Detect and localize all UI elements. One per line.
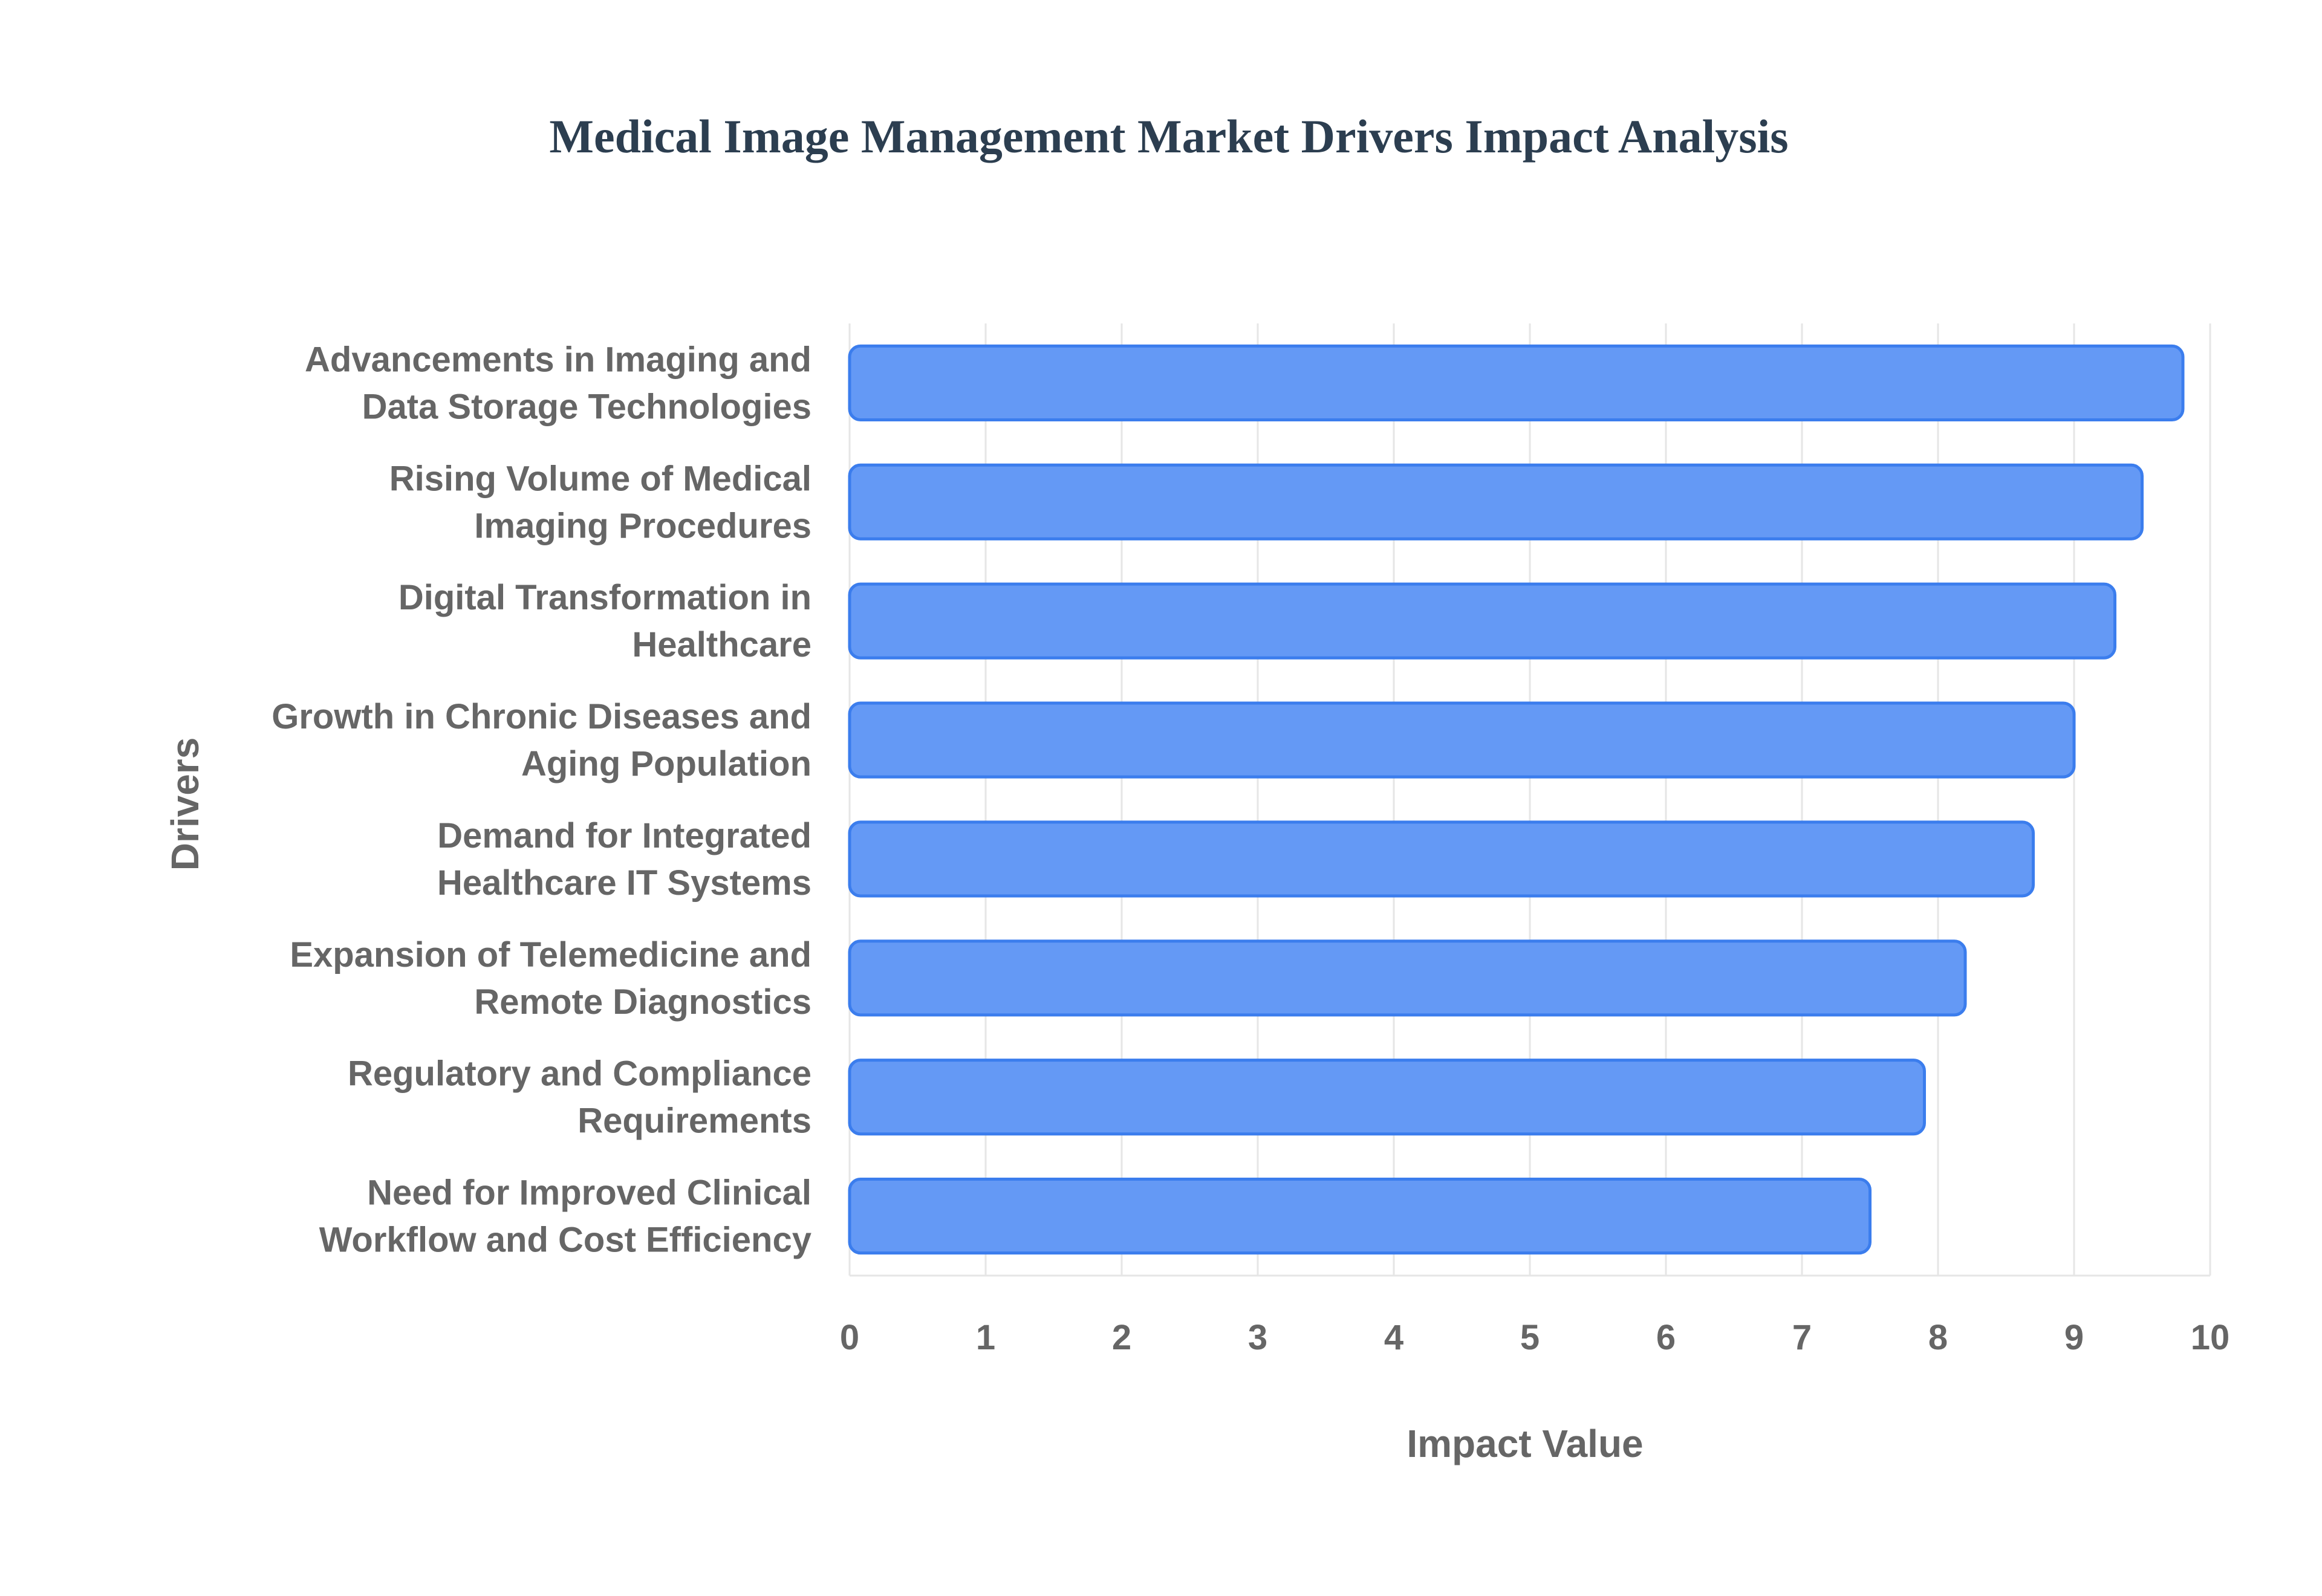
bar [848,1178,1872,1255]
x-tick-label: 1 [976,1318,995,1357]
category-label: Data Storage Technologies [362,387,811,426]
x-tick-label: 9 [2064,1318,2084,1357]
x-tick-label: 6 [1656,1318,1676,1357]
category-label: Healthcare [632,625,811,664]
bar [848,344,2185,421]
x-tick-label: 5 [1520,1318,1540,1357]
bar [848,939,1967,1017]
x-tick-label: 2 [1112,1318,1131,1357]
category-label: Workflow and Cost Efficiency [319,1221,811,1260]
x-tick-label: 8 [1928,1318,1948,1357]
category-label: Expansion of Telemedicine and [290,935,811,975]
x-tick-labels: 0 1 2 3 4 5 6 7 8 9 10 [840,1318,2229,1357]
x-tick-label: 10 [2191,1318,2230,1357]
bar [848,1059,1926,1136]
category-label: Demand for Integrated [437,816,811,855]
x-tick-label: 7 [1792,1318,1812,1357]
category-label: Requirements [577,1101,811,1141]
bars [848,344,2185,1255]
x-tick-label: 3 [1248,1318,1267,1357]
bar [848,463,2144,540]
chart-title: Medical Image Management Market Drivers … [549,110,1788,163]
y-axis-title: Drivers [163,738,207,871]
bar [848,820,2035,898]
category-label: Advancements in Imaging and [305,340,811,379]
category-label: Regulatory and Compliance [348,1054,811,1094]
category-label: Imaging Procedures [474,506,811,545]
category-labels: Advancements in Imaging and Data Storage … [272,340,811,1259]
bar [848,582,2116,660]
category-label: Growth in Chronic Diseases and [272,697,811,736]
x-axis-title: Impact Value [1407,1422,1643,1465]
category-label: Remote Diagnostics [474,982,811,1022]
category-label: Rising Volume of Medical [389,459,811,498]
category-label: Digital Transformation in [398,578,811,617]
bar [848,701,2076,779]
x-tick-label: 0 [840,1318,859,1357]
category-label: Aging Population [521,744,811,783]
category-label: Need for Improved Clinical [367,1173,811,1213]
x-tick-label: 4 [1384,1318,1403,1357]
category-label: Healthcare IT Systems [437,863,811,903]
